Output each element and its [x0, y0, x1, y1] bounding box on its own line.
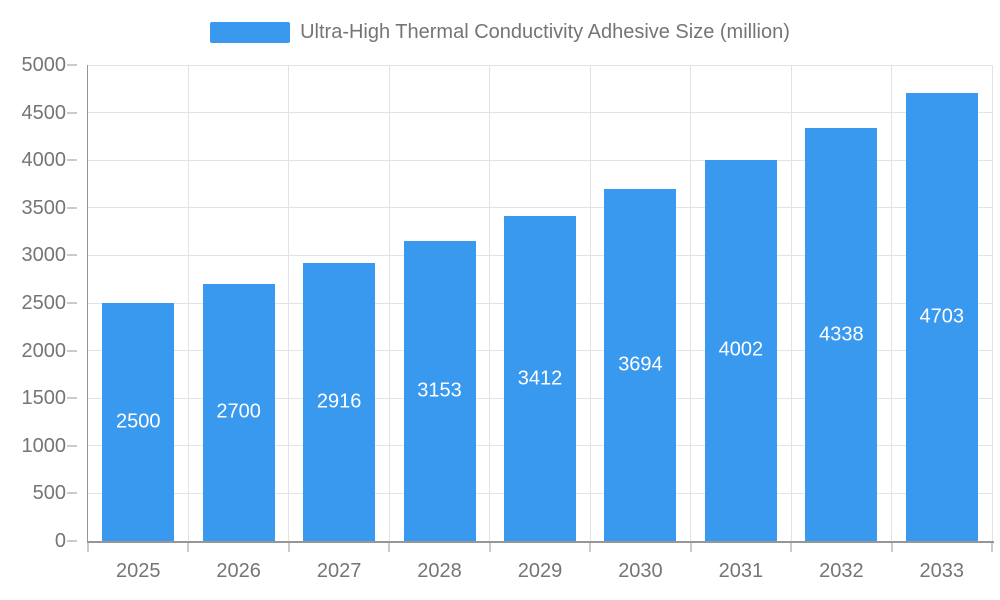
- bar-2028[interactable]: 3153: [403, 240, 476, 541]
- bar-value-label: 3694: [618, 353, 663, 376]
- bar-value-label: 3412: [517, 367, 563, 390]
- x-axis-tick: [87, 543, 89, 552]
- x-axis-tick: [388, 543, 391, 552]
- bar-2030[interactable]: 3694: [604, 189, 677, 541]
- x-axis-label: 2029: [517, 560, 563, 582]
- y-axis-label: 4500: [21, 101, 67, 124]
- gridline-vertical: [489, 65, 491, 541]
- y-axis-label: 3000: [21, 244, 67, 267]
- bar-2025[interactable]: 2500: [102, 303, 175, 541]
- x-axis-tick: [991, 543, 993, 552]
- y-axis-label: 1500: [21, 387, 67, 410]
- gridline-vertical: [891, 65, 893, 541]
- bar-2029[interactable]: 3412: [504, 216, 576, 541]
- gridline-horizontal: [88, 159, 992, 161]
- legend-label: Ultra-High Thermal Conductivity Adhesive…: [300, 21, 790, 43]
- bar-2026[interactable]: 2700: [202, 283, 275, 541]
- x-axis-label: 2027: [316, 560, 362, 582]
- y-axis-tick: [67, 540, 77, 542]
- x-axis-tick: [287, 543, 290, 552]
- gridline-horizontal: [88, 64, 992, 66]
- x-axis-tick: [589, 543, 592, 552]
- y-axis-tick: [67, 254, 77, 257]
- y-axis-label: 1000: [21, 434, 67, 457]
- bar-value-label: 4703: [919, 305, 965, 328]
- y-axis-label: 5000: [21, 54, 67, 76]
- chart-legend[interactable]: Ultra-High Thermal Conductivity Adhesive…: [0, 21, 1000, 43]
- x-axis-label: 2028: [417, 560, 462, 582]
- x-axis-label: 2030: [618, 560, 663, 582]
- bar-2033[interactable]: 4703: [905, 93, 978, 541]
- y-axis-tick: [67, 111, 77, 114]
- bar-value-label: 3153: [417, 379, 462, 402]
- y-axis-label: 4000: [21, 149, 67, 172]
- x-axis-tick: [488, 543, 491, 552]
- y-axis-tick: [67, 206, 77, 209]
- x-axis-line: [86, 541, 994, 543]
- gridline-horizontal: [88, 112, 992, 114]
- bar-2032[interactable]: 4338: [805, 128, 878, 541]
- x-axis-label: 2033: [919, 560, 965, 582]
- gridline-vertical: [790, 65, 792, 541]
- y-axis-line: [86, 65, 88, 543]
- y-axis-tick: [67, 397, 77, 400]
- x-axis-label: 2031: [718, 560, 764, 582]
- bar-2031[interactable]: 4002: [704, 160, 777, 541]
- x-axis-tick: [890, 543, 893, 552]
- gridline-vertical: [388, 65, 390, 541]
- bar-value-label: 2916: [316, 390, 362, 413]
- y-axis-label: 2000: [21, 339, 67, 362]
- y-axis-tick: [67, 302, 77, 304]
- y-axis-tick: [67, 444, 77, 447]
- gridline-vertical: [690, 65, 692, 541]
- x-axis-label: 2026: [216, 560, 261, 582]
- bar-2027[interactable]: 2916: [303, 263, 376, 541]
- y-axis-tick: [67, 349, 77, 352]
- x-axis-tick: [790, 543, 793, 552]
- y-axis-tick: [67, 159, 77, 162]
- gridline-horizontal: [88, 207, 992, 209]
- y-axis-label: 0: [54, 530, 66, 552]
- x-axis-label: 2025: [115, 560, 161, 582]
- y-axis-label: 500: [32, 482, 66, 505]
- y-axis-tick: [67, 492, 77, 495]
- gridline-vertical: [288, 65, 290, 541]
- legend-swatch: [210, 21, 291, 43]
- gridline-vertical: [187, 65, 189, 541]
- bar-value-label: 2500: [115, 410, 161, 433]
- x-axis-tick: [689, 543, 692, 552]
- x-axis-tick: [187, 543, 190, 552]
- y-axis-tick: [67, 64, 77, 66]
- y-axis-label: 2500: [21, 292, 67, 314]
- bar-value-label: 4338: [819, 323, 864, 345]
- bar-value-label: 2700: [216, 400, 261, 423]
- gridline-vertical: [589, 65, 591, 541]
- x-axis-label: 2032: [819, 560, 864, 582]
- gridline-vertical: [991, 65, 993, 541]
- y-axis-label: 3500: [21, 196, 67, 219]
- bar-value-label: 4002: [718, 338, 764, 361]
